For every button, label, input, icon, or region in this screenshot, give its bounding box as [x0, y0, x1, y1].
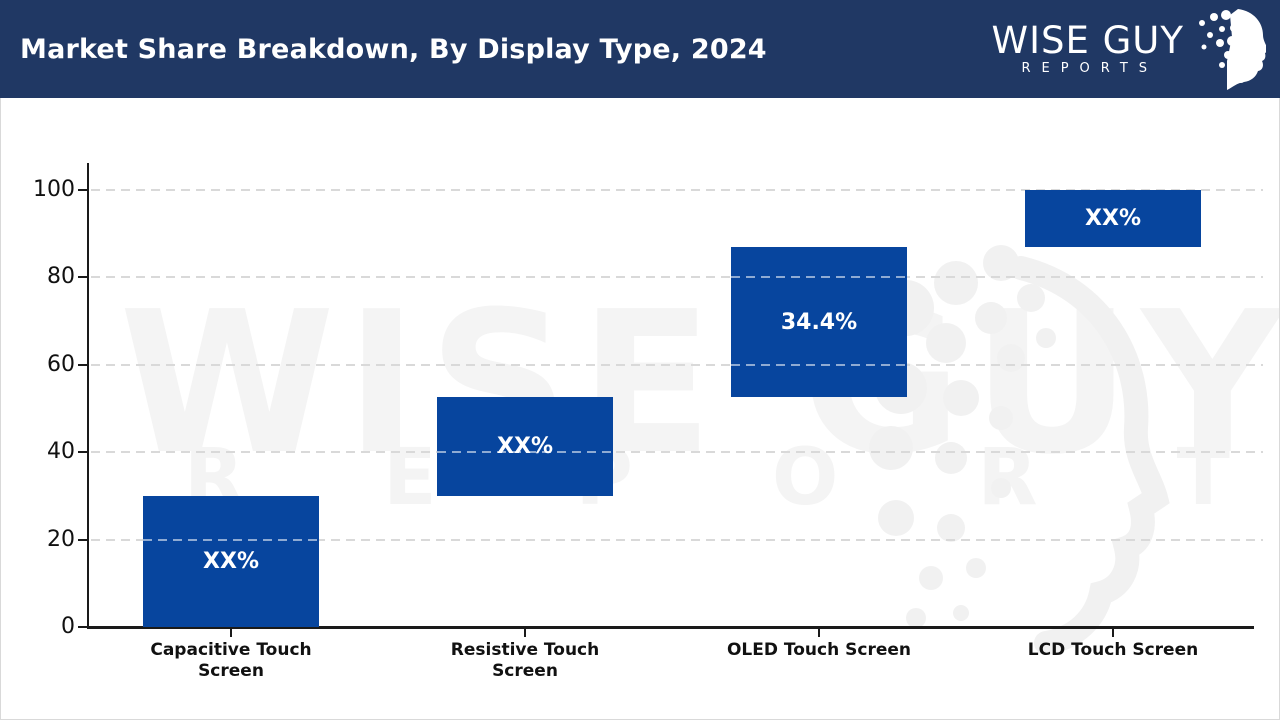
- logo-wordmark: WISE GUY: [991, 19, 1184, 62]
- y-tick-mark: [78, 451, 87, 453]
- x-category-label: Resistive Touch Screen: [450, 640, 600, 681]
- y-tick-label: 80: [47, 264, 75, 289]
- bar-value-label: 34.4%: [780, 309, 858, 335]
- gridline-over-bar: [731, 276, 907, 278]
- y-axis-line: [87, 163, 89, 629]
- gridline: [91, 363, 1263, 366]
- header-bar: Market Share Breakdown, By Display Type,…: [0, 0, 1280, 98]
- bar: 34.4%: [731, 246, 907, 398]
- x-tick-mark: [818, 629, 820, 637]
- gridline: [91, 538, 1263, 541]
- y-tick-label: 20: [47, 526, 75, 552]
- wiseguy-logo: WISE GUY REPORTS: [992, 7, 1266, 91]
- y-tick-label: 0: [61, 614, 75, 639]
- y-tick-label: 60: [47, 351, 75, 377]
- logo-face-icon: [1199, 9, 1266, 90]
- y-tick-label: 40: [47, 439, 75, 464]
- bar-value-label: XX%: [203, 548, 259, 574]
- x-category-label: OLED Touch Screen: [726, 640, 911, 660]
- plot: 0 20 40 60 80 100 XX% Capacitive Touch Screen XX…: [1, 98, 1279, 719]
- y-tick-mark: [78, 363, 87, 366]
- gridline-over-bar: [143, 538, 319, 541]
- x-category-label: LCD Touch Screen: [1027, 640, 1199, 660]
- y-tick-mark: [78, 538, 87, 541]
- y-tick-mark: [78, 626, 87, 628]
- bar: XX%: [1025, 189, 1201, 247]
- bar: XX%: [437, 397, 613, 496]
- logo-text: WISE GUY REPORTS: [991, 19, 1184, 77]
- bar: XX%: [143, 495, 319, 627]
- bar-value-label: XX%: [1085, 205, 1141, 231]
- x-category-label: Capacitive Touch Screen: [150, 640, 312, 681]
- y-tick-label: 100: [33, 176, 75, 202]
- x-tick-mark: [230, 629, 232, 637]
- x-tick-mark: [1112, 629, 1114, 637]
- chart-area: WISE GUY R E P O R T S 020406080100XX%Ca…: [0, 98, 1280, 720]
- bar-value-label: XX%: [497, 434, 553, 460]
- logo-tagline: REPORTS: [1021, 61, 1159, 76]
- gridline: [91, 188, 1263, 191]
- gridline-over-bar: [731, 363, 907, 366]
- x-axis-line: [87, 626, 1254, 629]
- gridline: [91, 276, 1263, 278]
- page-title: Market Share Breakdown, By Display Type,…: [20, 33, 767, 65]
- y-tick-mark: [78, 276, 87, 278]
- gridline: [91, 451, 1263, 453]
- y-tick-mark: [78, 188, 87, 191]
- x-tick-mark: [524, 629, 526, 637]
- gridline-over-bar: [437, 451, 613, 453]
